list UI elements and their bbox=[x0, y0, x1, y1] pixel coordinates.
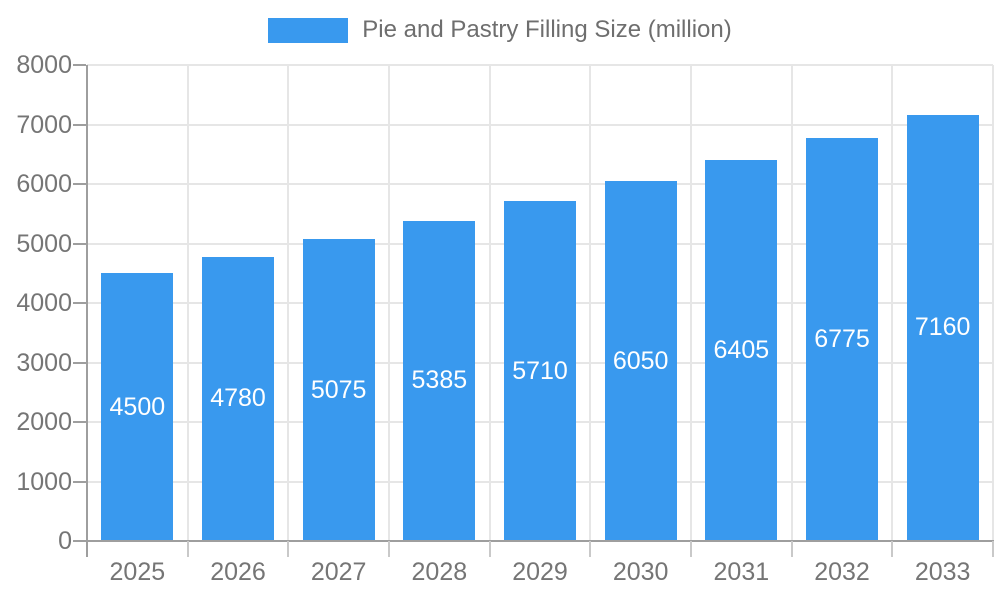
v-gridline bbox=[388, 65, 390, 541]
bar[interactable]: 6050 bbox=[604, 181, 677, 540]
bar[interactable]: 6405 bbox=[705, 159, 778, 540]
v-gridline bbox=[891, 65, 894, 541]
y-axis-tick bbox=[73, 242, 86, 245]
bar[interactable]: 6775 bbox=[806, 137, 878, 540]
bar[interactable]: 5075 bbox=[302, 239, 375, 540]
y-axis-tick bbox=[73, 361, 86, 364]
y-axis-tick bbox=[73, 64, 86, 66]
v-gridline bbox=[589, 65, 592, 541]
bar[interactable]: 7160 bbox=[906, 114, 979, 540]
bar-value-label: 4780 bbox=[210, 384, 266, 413]
bar[interactable]: 5710 bbox=[504, 201, 576, 540]
y-axis-tick bbox=[73, 540, 86, 542]
v-gridline bbox=[690, 65, 692, 541]
legend-swatch bbox=[268, 17, 349, 43]
y-axis-tick-label: 0 bbox=[58, 527, 72, 555]
bar[interactable]: 5385 bbox=[403, 220, 476, 540]
y-axis-tick bbox=[73, 480, 86, 483]
x-axis-tick-label: 2026 bbox=[210, 558, 266, 586]
x-axis-tick-label: 2029 bbox=[512, 558, 568, 586]
x-axis-tick-label: 2027 bbox=[310, 558, 367, 586]
bar-value-label: 6050 bbox=[612, 346, 669, 375]
x-axis-tick-label: 2032 bbox=[814, 558, 870, 586]
y-axis-tick-label: 7000 bbox=[16, 110, 72, 139]
y-axis-tick bbox=[73, 123, 86, 126]
v-gridline bbox=[790, 65, 793, 541]
x-axis-tick-label: 2025 bbox=[109, 558, 166, 586]
x-axis-tick bbox=[790, 541, 793, 557]
bar-value-label: 6775 bbox=[814, 324, 870, 353]
x-axis-tick bbox=[589, 541, 592, 557]
y-axis-tick-label: 5000 bbox=[16, 229, 72, 258]
v-gridline bbox=[287, 65, 290, 541]
y-axis-tick-label: 6000 bbox=[16, 170, 72, 198]
x-axis-tick bbox=[992, 541, 994, 557]
x-axis-tick bbox=[86, 541, 88, 557]
y-axis-tick bbox=[73, 183, 86, 185]
x-axis-tick bbox=[488, 541, 491, 557]
x-axis-tick bbox=[186, 541, 189, 557]
h-gridline bbox=[87, 123, 993, 126]
y-axis-tick-label: 3000 bbox=[16, 348, 72, 377]
x-axis-tick-label: 2031 bbox=[713, 558, 770, 586]
h-gridline bbox=[87, 183, 993, 185]
v-gridline bbox=[488, 65, 491, 541]
bar[interactable]: 4500 bbox=[101, 273, 174, 540]
y-axis-tick-label: 2000 bbox=[16, 408, 72, 436]
y-axis-tick-label: 8000 bbox=[16, 51, 72, 79]
bar-value-label: 5710 bbox=[512, 356, 568, 385]
bar-value-label: 7160 bbox=[914, 313, 971, 342]
y-axis-tick bbox=[73, 302, 86, 304]
v-gridline bbox=[186, 65, 189, 541]
bar[interactable]: 4780 bbox=[202, 256, 274, 540]
bar-value-label: 4500 bbox=[109, 392, 166, 421]
y-axis-line bbox=[86, 65, 88, 541]
y-axis-tick-label: 4000 bbox=[16, 289, 72, 317]
x-axis-line bbox=[86, 540, 994, 542]
bar-value-label: 5075 bbox=[310, 375, 367, 404]
x-axis-tick-label: 2028 bbox=[411, 558, 468, 586]
x-axis-tick-label: 2033 bbox=[914, 558, 971, 586]
x-axis-tick bbox=[690, 541, 692, 557]
h-gridline bbox=[87, 64, 993, 66]
bar-value-label: 5385 bbox=[411, 366, 468, 395]
chart-legend[interactable]: Pie and Pastry Filling Size (million) bbox=[0, 17, 1000, 43]
y-axis-tick-label: 1000 bbox=[16, 467, 72, 496]
x-axis-tick bbox=[388, 541, 390, 557]
v-gridline bbox=[992, 65, 994, 541]
x-axis-tick bbox=[287, 541, 290, 557]
x-axis-tick-label: 2030 bbox=[612, 558, 669, 586]
legend-label: Pie and Pastry Filling Size (million) bbox=[362, 16, 732, 43]
bar-value-label: 6405 bbox=[713, 335, 770, 364]
y-axis-tick bbox=[73, 421, 86, 423]
x-axis-tick bbox=[891, 541, 894, 557]
